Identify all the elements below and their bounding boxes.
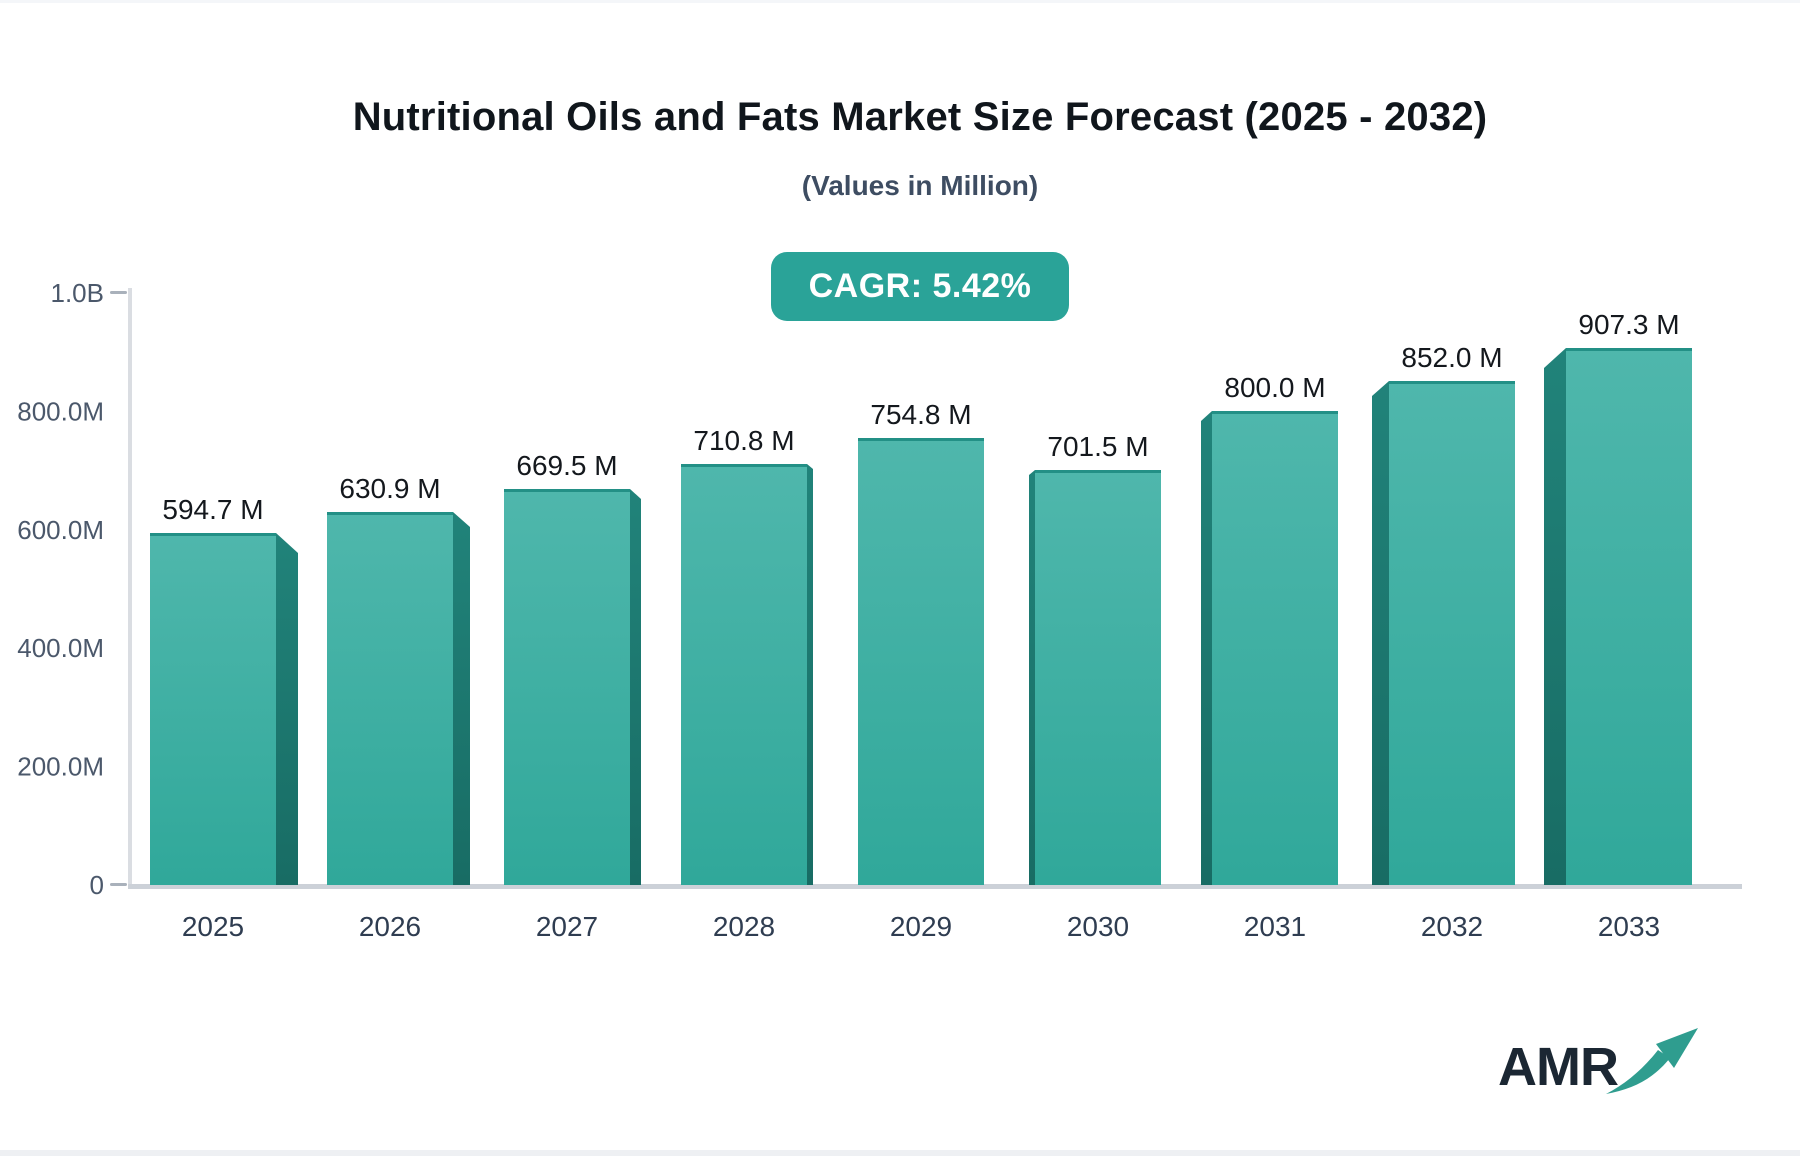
- bar-2029[interactable]: [858, 438, 984, 885]
- amr-logo: AMR: [1498, 1024, 1700, 1094]
- bar-top-rim: [327, 512, 453, 515]
- bar-group-2032: 852.0 M 2032: [1372, 342, 1515, 942]
- bar-group-2026: 630.9 M 2026: [327, 473, 470, 942]
- bar-top-rim: [1212, 411, 1338, 414]
- growth-arrow-icon: [1606, 1028, 1698, 1094]
- bar-side-face: [807, 464, 813, 885]
- bar-top-rim: [1566, 348, 1692, 351]
- bar-value-label-2028: 710.8 M: [693, 425, 794, 456]
- bar-value-label-2031: 800.0 M: [1224, 372, 1325, 403]
- bar-2030[interactable]: [1035, 470, 1161, 885]
- x-axis-label-2031: 2031: [1244, 911, 1306, 942]
- chart-subtitle: (Values in Million): [801, 170, 1039, 201]
- bar-side-face: [630, 489, 641, 885]
- x-axis-label-2030: 2030: [1067, 911, 1129, 942]
- y-tick-label-0: 0: [90, 870, 104, 900]
- bar-value-label-2026: 630.9 M: [339, 473, 440, 504]
- x-axis-label-2032: 2032: [1421, 911, 1483, 942]
- bar-side-face: [1544, 348, 1566, 885]
- x-axis-label-2033: 2033: [1598, 911, 1660, 942]
- bar-group-2025: 594.7 M 2025: [150, 494, 298, 942]
- bar-top-rim: [681, 464, 807, 467]
- bar-group-2029: 754.8 M 2029: [858, 399, 984, 942]
- bar-top-rim: [1389, 381, 1515, 384]
- x-axis-label-2027: 2027: [536, 911, 598, 942]
- page-top-border: [0, 0, 1800, 3]
- bar-side-face: [1029, 470, 1035, 885]
- bar-value-label-2025: 594.7 M: [162, 494, 263, 525]
- cagr-badge: CAGR: 5.42%: [770, 252, 1070, 321]
- cagr-badge-row: CAGR: 5.42%: [40, 252, 1800, 321]
- bar-top-rim: [504, 489, 630, 492]
- bar-2033[interactable]: [1566, 348, 1692, 885]
- y-tick-dash: [110, 883, 127, 886]
- y-axis-line: [128, 288, 132, 888]
- bar-group-2030: 701.5 M 2030: [1029, 431, 1161, 942]
- bar-top-rim: [858, 438, 984, 441]
- bar-value-label-2030: 701.5 M: [1047, 431, 1148, 462]
- amr-logo-text: AMR: [1498, 1037, 1619, 1097]
- bar-group-2031: 800.0 M 2031: [1201, 372, 1338, 942]
- y-tick-label-400.0M: 400.0M: [17, 633, 104, 663]
- bar-top-rim: [1035, 470, 1161, 473]
- bar-value-label-2027: 669.5 M: [516, 450, 617, 481]
- page-title: Nutritional Oils and Fats Market Size Fo…: [352, 95, 1488, 139]
- bar-2032[interactable]: [1389, 381, 1515, 885]
- bar-2028[interactable]: [681, 464, 807, 885]
- bar-side-face: [453, 512, 470, 885]
- y-tick-label-800.0M: 800.0M: [17, 396, 104, 426]
- x-axis-label-2029: 2029: [890, 911, 952, 942]
- bar-group-2027: 669.5 M 2027: [504, 450, 641, 942]
- bar-value-label-2032: 852.0 M: [1401, 342, 1502, 373]
- y-tick-label-1.0B: 1.0B: [51, 278, 105, 308]
- bar-2025[interactable]: [150, 533, 276, 885]
- x-axis-label-2026: 2026: [359, 911, 421, 942]
- bar-top-rim: [150, 533, 276, 536]
- bar-group-2033: 907.3 M 2033: [1544, 309, 1692, 942]
- bar-group-2028: 710.8 M 2028: [681, 425, 813, 942]
- x-axis-label-2025: 2025: [182, 911, 244, 942]
- x-axis-label-2028: 2028: [713, 911, 775, 942]
- bar-value-label-2033: 907.3 M: [1578, 309, 1679, 340]
- y-tick-label-200.0M: 200.0M: [17, 752, 104, 782]
- x-axis-baseline: [128, 884, 1742, 889]
- bar-2031[interactable]: [1212, 411, 1338, 885]
- bar-side-face: [1372, 381, 1389, 885]
- bar-value-label-2029: 754.8 M: [870, 399, 971, 430]
- bar-side-face: [1201, 411, 1212, 885]
- bar-side-face: [276, 533, 298, 885]
- bar-2027[interactable]: [504, 489, 630, 885]
- bar-2026[interactable]: [327, 512, 453, 885]
- y-tick-dash: [110, 291, 127, 294]
- y-tick-label-600.0M: 600.0M: [17, 515, 104, 545]
- page-bottom-border: [0, 1150, 1800, 1156]
